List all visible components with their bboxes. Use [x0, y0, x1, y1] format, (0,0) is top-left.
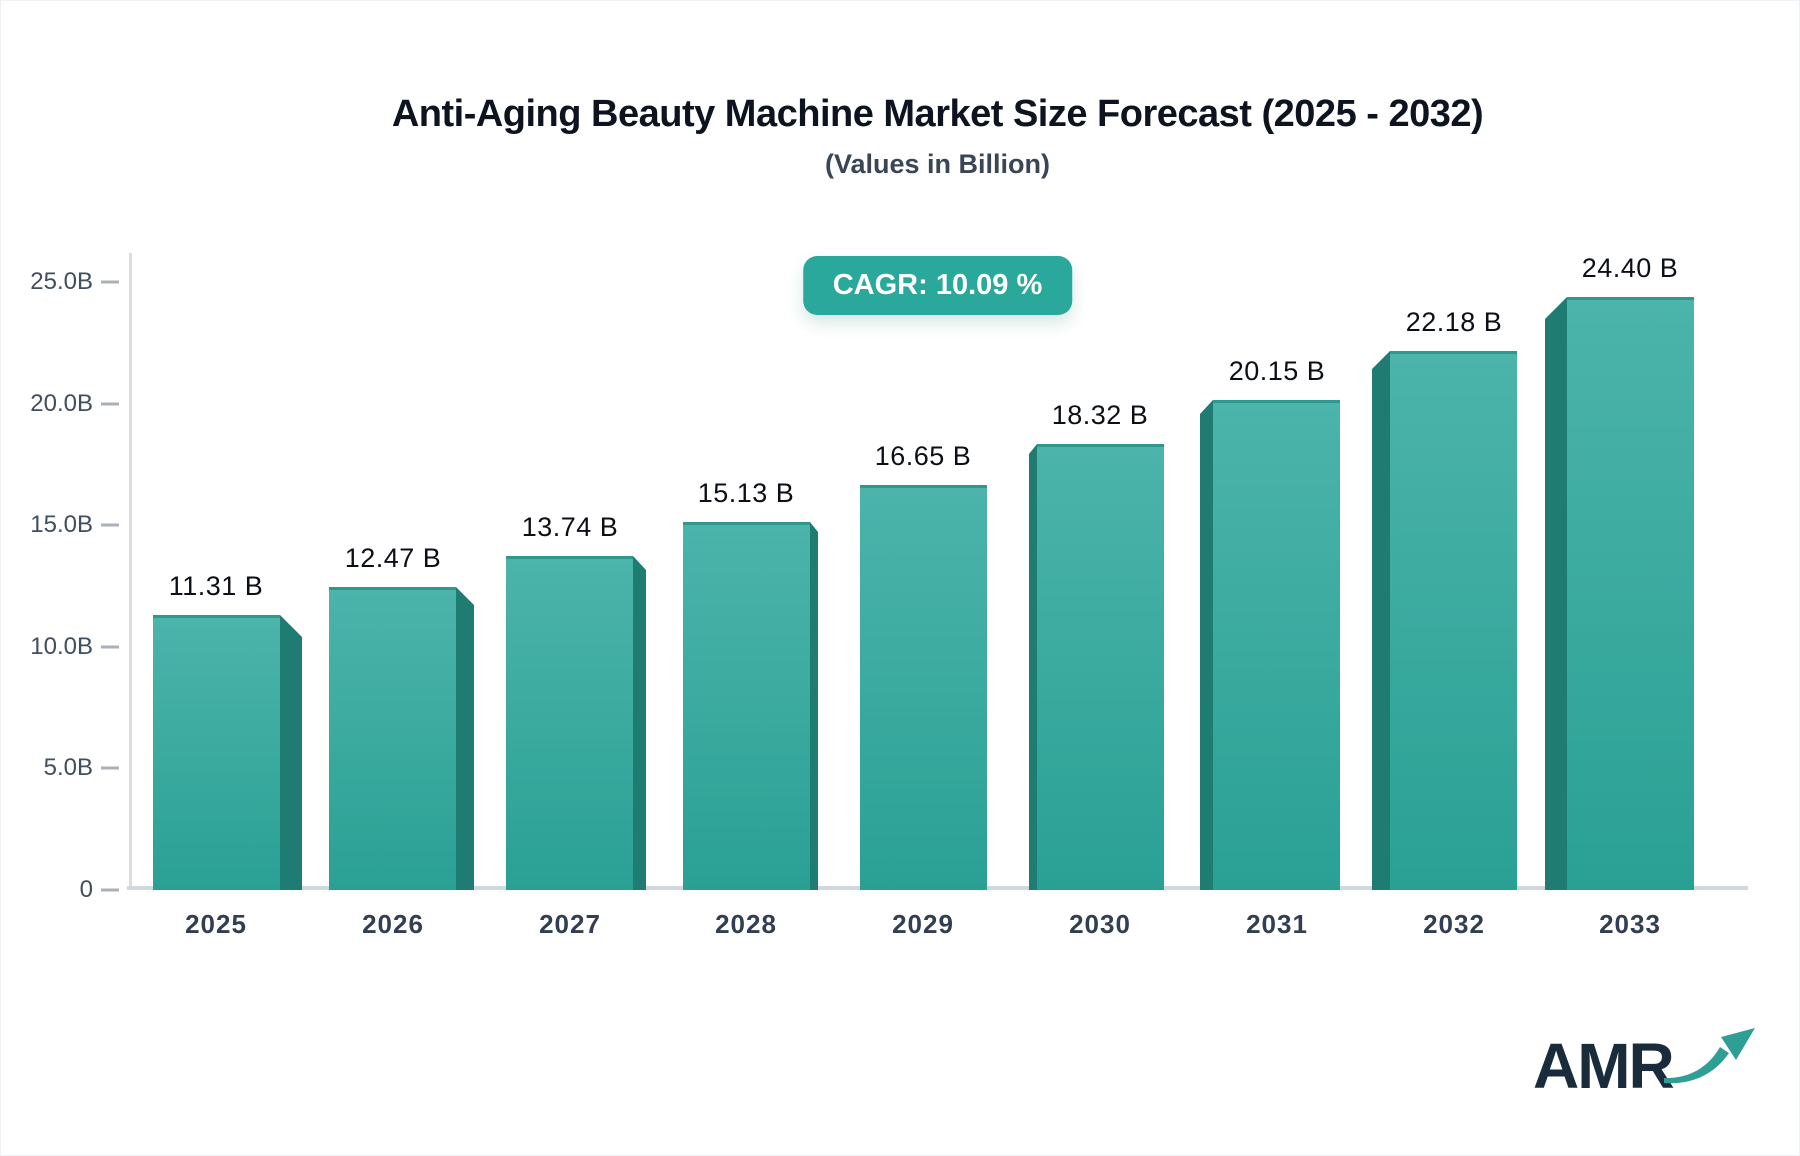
- bar-3d-side: [456, 587, 474, 890]
- y-axis-tick-dash: [101, 523, 119, 527]
- bar-value-label: 20.15 B: [1228, 356, 1326, 386]
- bar-3d-side: [633, 556, 646, 890]
- bar-2025: [153, 615, 280, 890]
- bar-3d-side: [280, 615, 302, 890]
- y-axis-tick-label: 5.0B: [43, 754, 93, 782]
- bar-3d-side: [810, 522, 818, 890]
- bar-3d-side: [1200, 400, 1213, 890]
- x-axis-label: 2028: [715, 909, 777, 939]
- x-axis-label: 2033: [1599, 909, 1661, 939]
- bar-value-label: 16.65 B: [874, 441, 972, 471]
- bar-2032: [1390, 351, 1517, 890]
- bar-value-label: 22.18 B: [1405, 307, 1503, 337]
- y-axis-tick-label: 0: [79, 876, 93, 903]
- logo-text: AMR: [1533, 1030, 1675, 1102]
- bar-2031: [1213, 400, 1340, 890]
- bar-value-label: 13.74 B: [521, 512, 619, 542]
- bar-value-label: 24.40 B: [1581, 253, 1679, 283]
- bar-3d-side: [1029, 444, 1037, 890]
- y-axis-tick-dash: [101, 645, 119, 649]
- y-axis-tick-dash: [101, 402, 119, 406]
- y-axis-tick-dash: [101, 766, 119, 770]
- bar-value-label: 15.13 B: [697, 478, 795, 508]
- bar-value-label: 12.47 B: [344, 543, 442, 573]
- x-axis-label: 2030: [1069, 909, 1131, 939]
- bar-2028: [683, 522, 810, 890]
- y-axis-tick-label: 20.0B: [30, 389, 93, 417]
- x-axis-label: 2025: [185, 909, 247, 939]
- growth-arrow-icon: [1663, 1028, 1755, 1084]
- cagr-badge: CAGR: 10.09 %: [802, 256, 1073, 315]
- x-axis-label: 2032: [1423, 909, 1485, 939]
- bar-2030: [1037, 444, 1164, 890]
- bar-2026: [329, 587, 456, 890]
- x-axis-label: 2031: [1246, 909, 1308, 939]
- bar-2027: [506, 556, 633, 890]
- y-axis-tick-label: 15.0B: [30, 511, 93, 539]
- chart-subtitle: (Values in Billion): [824, 149, 1051, 179]
- amr-logo: AMR: [1533, 1028, 1759, 1103]
- y-axis-tick-label: 25.0B: [30, 268, 93, 295]
- chart-title: Anti-Aging Beauty Machine Market Size Fo…: [391, 93, 1484, 135]
- bar-2033: [1567, 297, 1694, 890]
- bar-2029: [860, 485, 987, 890]
- y-axis-tick-dash: [101, 888, 119, 892]
- y-axis-tick-label: 10.0B: [30, 632, 93, 660]
- x-axis-label: 2029: [892, 909, 954, 939]
- bar-3d-side: [1545, 297, 1567, 890]
- x-axis-label: 2026: [362, 909, 424, 939]
- bar-3d-side: [1372, 351, 1390, 890]
- x-axis-label: 2027: [539, 909, 601, 939]
- bar-value-label: 18.32 B: [1051, 400, 1149, 430]
- y-axis-tick-dash: [101, 280, 119, 284]
- y-axis-line: [129, 253, 132, 890]
- bar-value-label: 11.31 B: [168, 571, 264, 601]
